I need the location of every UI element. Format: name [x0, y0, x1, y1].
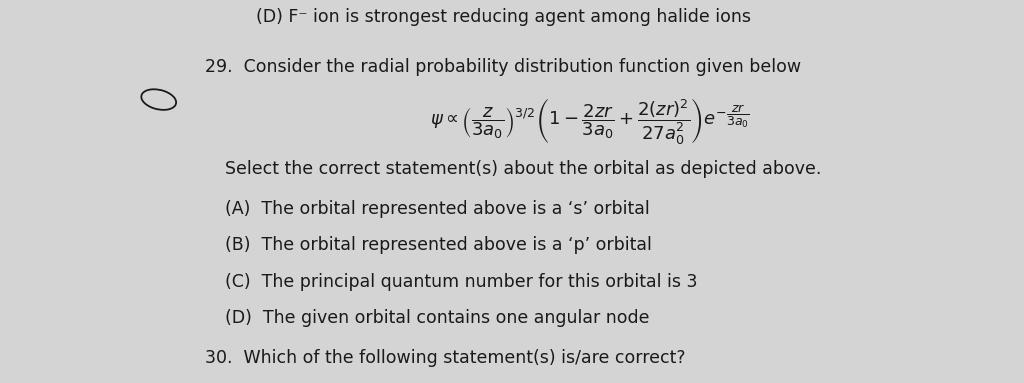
Text: (D)  The given orbital contains one angular node: (D) The given orbital contains one angul…	[225, 309, 650, 327]
Text: 29.  Consider the radial probability distribution function given below: 29. Consider the radial probability dist…	[205, 58, 801, 76]
Text: (D) F⁻ ion is strongest reducing agent among halide ions: (D) F⁻ ion is strongest reducing agent a…	[256, 8, 751, 26]
Text: (B)  The orbital represented above is a ‘p’ orbital: (B) The orbital represented above is a ‘…	[225, 236, 652, 254]
Text: (A)  The orbital represented above is a ‘s’ orbital: (A) The orbital represented above is a ‘…	[225, 200, 650, 218]
Text: (C)  The principal quantum number for this orbital is 3: (C) The principal quantum number for thi…	[225, 273, 697, 290]
Text: 30.  Which of the following statement(s) is/are correct?: 30. Which of the following statement(s) …	[205, 349, 685, 367]
Text: Select the correct statement(s) about the orbital as depicted above.: Select the correct statement(s) about th…	[225, 160, 821, 177]
Text: $\psi \propto \left(\dfrac{z}{3a_0}\right)^{3/2}\left(1 - \dfrac{2zr}{3a_0} + \d: $\psi \propto \left(\dfrac{z}{3a_0}\righ…	[430, 96, 750, 146]
